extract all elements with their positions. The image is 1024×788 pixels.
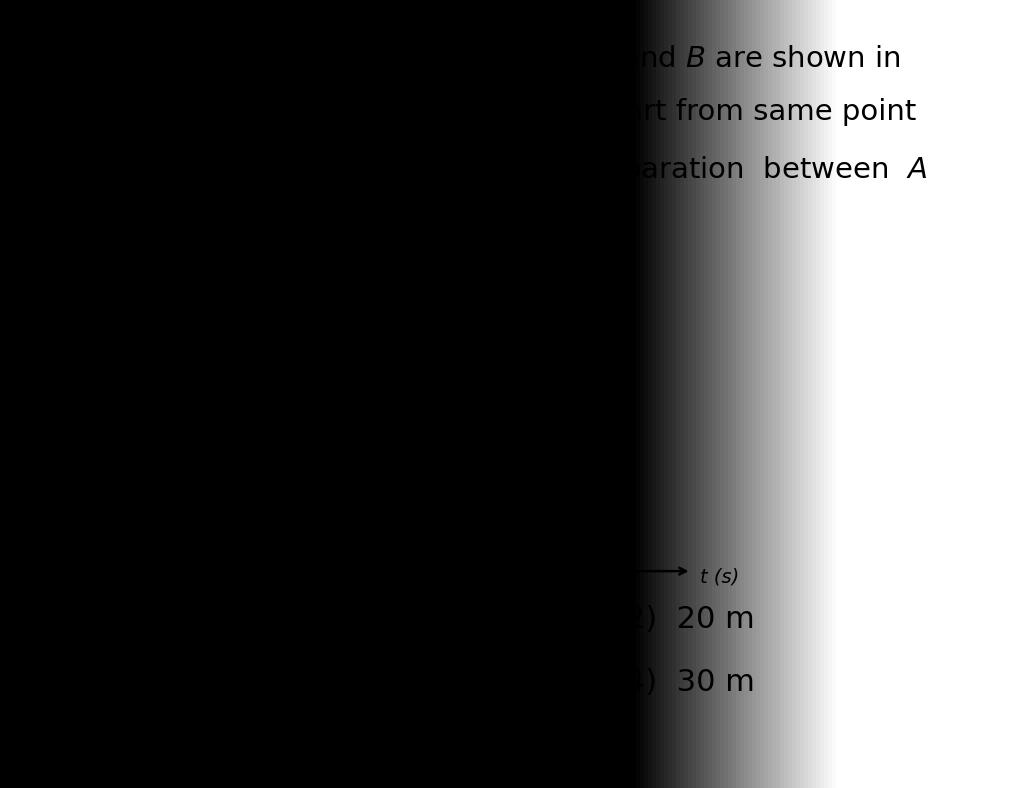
Text: O: O	[298, 587, 313, 606]
Text: 10: 10	[281, 442, 305, 461]
Text: and $B$ before overtaking is: and $B$ before overtaking is	[200, 209, 586, 241]
Text: (2)  20 m: (2) 20 m	[614, 605, 755, 634]
Text: (1)  25 m: (1) 25 m	[179, 605, 319, 634]
Text: A: A	[620, 440, 636, 463]
Text: B: B	[620, 320, 636, 344]
Text: (3)  35 m: (3) 35 m	[179, 668, 321, 697]
Text: figure. If both the particles start from same point: figure. If both the particles start from…	[200, 98, 916, 127]
Text: 10: 10	[598, 589, 624, 608]
Text: 11.: 11.	[138, 43, 184, 72]
Text: t (s): t (s)	[700, 567, 739, 586]
Text: (4)  30 m: (4) 30 m	[614, 668, 756, 697]
Text: at $t$ = 0,  then  maximum  separation  between  $A$: at $t$ = 0, then maximum separation betw…	[200, 154, 927, 186]
Text: v (m/s): v (m/s)	[308, 290, 372, 307]
Text: 20: 20	[281, 322, 305, 341]
Text: $v$-$t$ graphs of two particles $A$ and $B$ are shown in: $v$-$t$ graphs of two particles $A$ and …	[200, 43, 900, 76]
